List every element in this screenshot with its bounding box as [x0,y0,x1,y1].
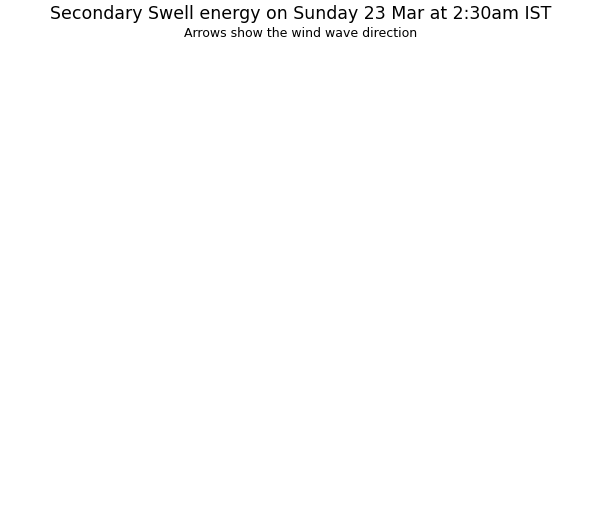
Text: Arrows show the wind wave direction: Arrows show the wind wave direction [184,28,417,40]
Text: Secondary Swell energy on Sunday 23 Mar at 2:30am IST: Secondary Swell energy on Sunday 23 Mar … [50,5,551,23]
